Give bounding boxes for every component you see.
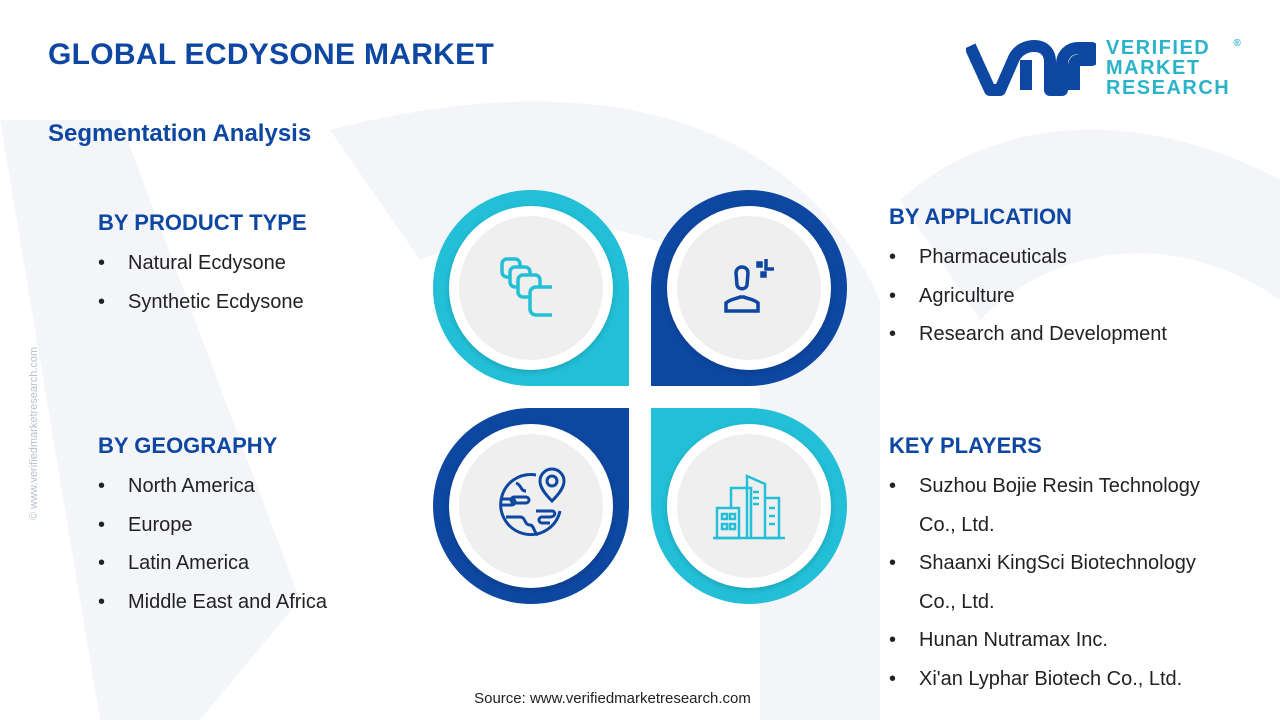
list-item: • Xi'an Lyphar Biotech Co., Ltd.: [889, 660, 1200, 699]
section-key-players: KEY PLAYERS • Suzhou Bojie Resin Technolo…: [889, 433, 1200, 698]
list-item-continuation: Co., Ltd.: [889, 583, 1200, 622]
page-subtitle: Segmentation Analysis: [48, 120, 312, 147]
product-type-quadrant: [433, 190, 629, 386]
item-text: North America: [128, 475, 255, 497]
bullet: •: [98, 290, 106, 313]
section-title: KEY PLAYERS: [889, 433, 1042, 458]
section-product-type: BY PRODUCT TYPE • Natural Ecdysone • Synth…: [98, 210, 307, 321]
bullet: •: [98, 590, 106, 613]
item-text: Synthetic Ecdysone: [128, 290, 304, 313]
side-watermark-text: © www.verifiedmarketresearch.com: [28, 346, 40, 520]
item-text: Middle East and Africa: [128, 590, 327, 613]
bullet: •: [889, 629, 897, 651]
bullet: •: [889, 323, 897, 345]
section-title: BY GEOGRAPHY: [98, 433, 278, 458]
list-item: • Hunan Nutramax Inc.: [889, 621, 1200, 660]
logo-text: VERIFIED MARKET RESEARCH ®: [1106, 37, 1241, 99]
application-quadrant: [651, 190, 847, 386]
section-title: BY PRODUCT TYPE: [98, 210, 307, 235]
buildings-icon: [713, 474, 785, 540]
item-text: Europe: [128, 513, 193, 536]
item-text: Shaanxi KingSci Biotechnology: [919, 552, 1196, 574]
item-text: Xi'an Lyphar Biotech Co., Ltd.: [919, 667, 1183, 690]
bullet: •: [889, 246, 897, 268]
item-text: Latin America: [128, 552, 250, 574]
bullet: •: [889, 552, 897, 574]
section-geography: BY GEOGRAPHY • North America • Europe • Lat…: [98, 433, 327, 621]
bullet: •: [889, 667, 897, 690]
list-item: • Synthetic Ecdysone: [98, 283, 307, 322]
bullet: •: [98, 513, 106, 536]
vmr-logo-mark-icon: [966, 40, 1096, 96]
vmr-logo: VERIFIED MARKET RESEARCH ®: [966, 37, 1241, 99]
source-text: Source: www.verifiedmarketresearch.com: [474, 690, 751, 707]
item-text: Agriculture: [919, 284, 1015, 307]
list-item: • Europe: [98, 506, 327, 545]
logo-line-1: VERIFIED: [1106, 37, 1211, 59]
item-text: Co., Ltd.: [919, 590, 995, 613]
item-text: Hunan Nutramax Inc.: [919, 629, 1108, 651]
section-title: BY APPLICATION: [889, 204, 1072, 229]
bullet: •: [98, 552, 106, 574]
list-item: • Suzhou Bojie Resin Technology: [889, 467, 1200, 506]
geography-quadrant: [433, 408, 629, 604]
list-item-continuation: Co., Ltd.: [889, 506, 1200, 545]
item-text: Research and Development: [919, 323, 1167, 345]
section-application: BY APPLICATION • Pharmaceuticals • Agricul…: [889, 204, 1167, 354]
list-item: • North America: [98, 467, 327, 506]
item-text: Suzhou Bojie Resin Technology: [919, 475, 1200, 497]
stacked-squares-icon: [500, 257, 552, 317]
item-text: Co., Ltd.: [919, 513, 995, 536]
logo-line-3: RESEARCH: [1106, 77, 1231, 99]
list-item: • Research and Development: [889, 315, 1167, 354]
item-text: Natural Ecdysone: [128, 252, 286, 274]
key-players-quadrant: [651, 408, 847, 604]
bullet: •: [98, 252, 106, 274]
person-icon: [724, 259, 774, 313]
list-item: • Middle East and Africa: [98, 583, 327, 622]
logo-line-2: MARKET: [1106, 57, 1201, 79]
globe-pin-icon: [499, 467, 566, 537]
list-item: • Shaanxi KingSci Biotechnology: [889, 544, 1200, 583]
list-item: • Natural Ecdysone: [98, 244, 307, 283]
item-text: Pharmaceuticals: [919, 246, 1067, 268]
list-item: • Agriculture: [889, 277, 1167, 316]
bullet: •: [98, 475, 106, 497]
list-item: • Pharmaceuticals: [889, 238, 1167, 277]
page-title: GLOBAL ECDYSONE MARKET: [48, 38, 495, 71]
bullet: •: [889, 475, 897, 497]
bullet: •: [889, 284, 897, 307]
list-item: • Latin America: [98, 544, 327, 583]
registered-mark: ®: [1233, 38, 1243, 49]
